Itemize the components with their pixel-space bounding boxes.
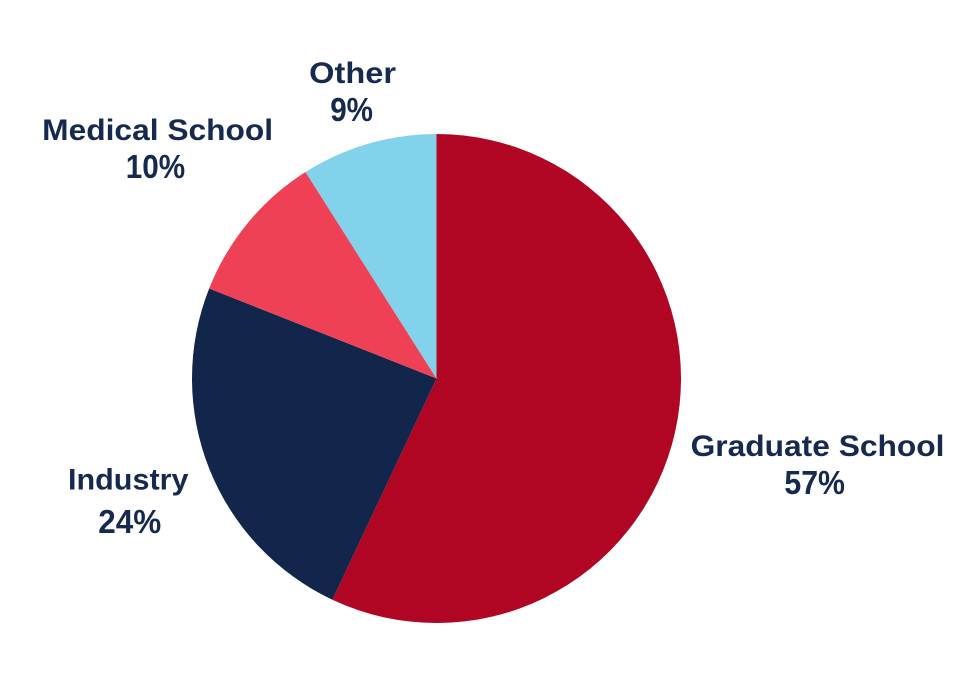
svg-text:Medical School: Medical School	[42, 114, 273, 147]
svg-text:24%: 24%	[98, 503, 161, 540]
svg-text:10%: 10%	[126, 148, 185, 185]
svg-text:Other: Other	[309, 57, 396, 90]
svg-text:Graduate School: Graduate School	[691, 430, 945, 463]
svg-text:9%: 9%	[330, 91, 373, 128]
svg-text:57%: 57%	[784, 464, 845, 501]
svg-text:Industry: Industry	[68, 464, 189, 497]
